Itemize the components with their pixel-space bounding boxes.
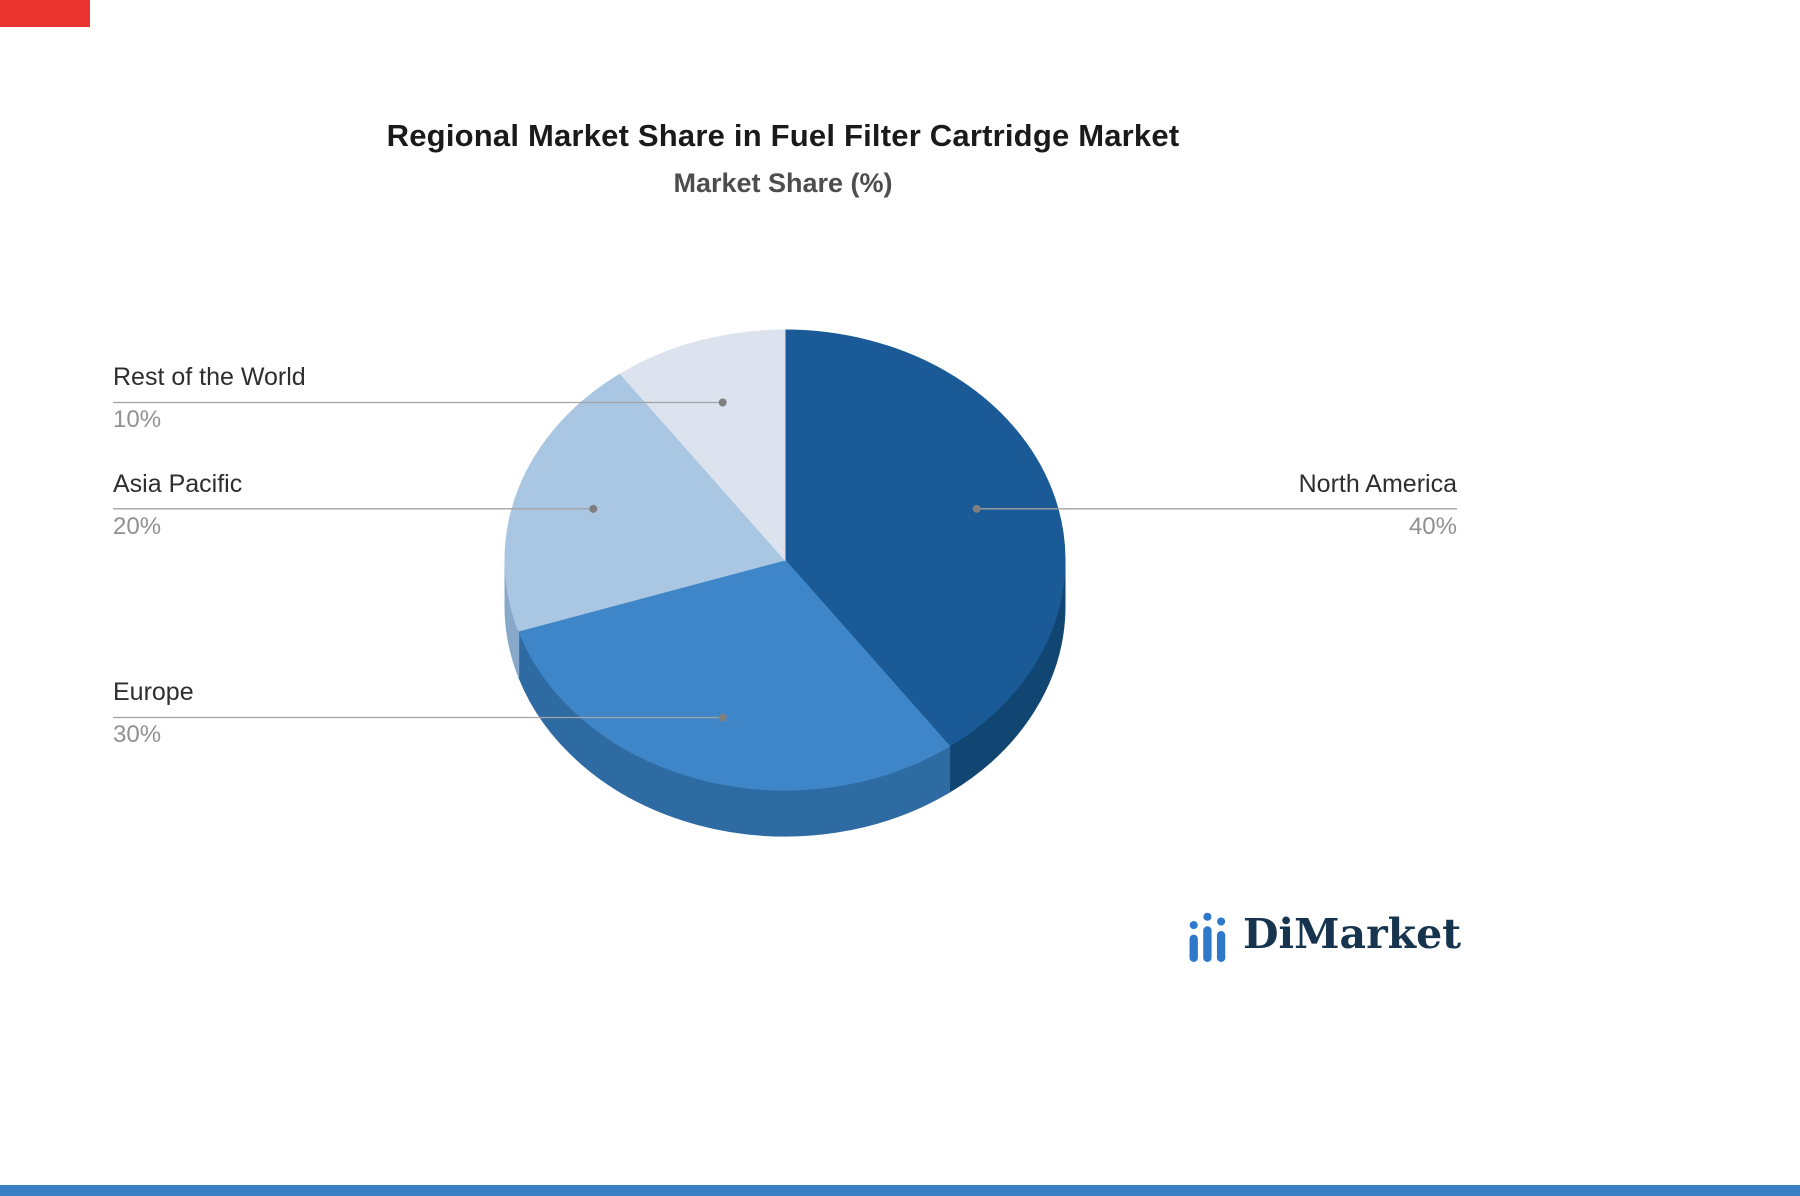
chart-title: Regional Market Share in Fuel Filter Car…	[386, 118, 1180, 153]
slice-percent-text: 40%	[1408, 513, 1457, 540]
bar-chart-logo-icon	[1189, 912, 1226, 962]
brand-logo: DiMarket	[1185, 906, 1461, 962]
pie-label-europe: Europe 30%	[113, 677, 194, 749]
slice-percent-text: 30%	[113, 721, 162, 748]
slice-percent-text: 10%	[113, 406, 162, 433]
top-left-accent-bar	[0, 0, 90, 27]
slice-percent-text: 20%	[113, 513, 162, 540]
slice-label-text: North America	[1298, 470, 1457, 498]
slice-label-text: Asia Pacific	[113, 470, 243, 498]
pie-label-north-america: North America 40%	[1299, 469, 1457, 541]
slice-label-text: Europe	[113, 678, 194, 706]
pie-label-asia-pacific: Asia Pacific 20%	[113, 469, 242, 541]
bottom-accent-bar	[0, 1185, 1800, 1196]
pie-label-rest-of-world: Rest of the World 10%	[113, 362, 306, 434]
chart-subtitle: Market Share (%)	[673, 168, 893, 198]
slice-label-text: Rest of the World	[113, 363, 306, 391]
brand-name: DiMarket	[1243, 910, 1462, 958]
